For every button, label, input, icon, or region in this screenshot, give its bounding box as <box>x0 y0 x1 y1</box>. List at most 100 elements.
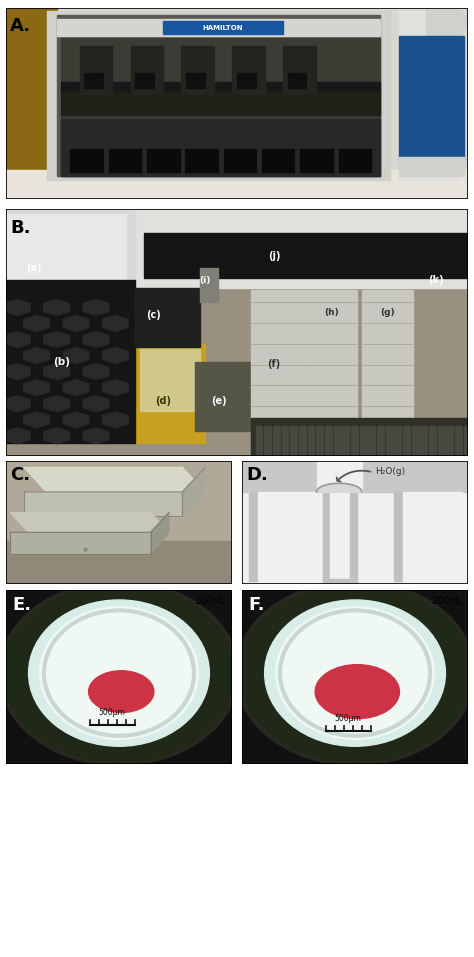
Text: C.: C. <box>10 466 30 484</box>
Bar <box>6 209 135 288</box>
Bar <box>6 280 135 443</box>
Bar <box>402 492 462 581</box>
Text: 100nL: 100nL <box>195 596 226 607</box>
Bar <box>323 579 357 583</box>
Bar <box>399 157 464 176</box>
Bar <box>80 46 112 94</box>
Bar <box>232 46 265 94</box>
Bar <box>61 92 381 115</box>
Bar <box>56 15 381 176</box>
Polygon shape <box>182 467 205 517</box>
Text: A.: A. <box>10 17 31 35</box>
Text: H₂O(g): H₂O(g) <box>375 467 406 476</box>
Bar <box>251 290 306 418</box>
Circle shape <box>235 581 474 766</box>
Polygon shape <box>10 532 151 554</box>
Bar <box>61 119 381 176</box>
Text: E.: E. <box>12 596 32 614</box>
Bar <box>411 426 419 456</box>
Bar <box>308 426 314 456</box>
Bar <box>84 73 103 88</box>
Bar <box>377 426 384 456</box>
Ellipse shape <box>276 607 434 740</box>
Circle shape <box>6 586 232 760</box>
Bar <box>368 426 375 456</box>
Text: (e): (e) <box>210 396 226 406</box>
Bar <box>464 426 471 456</box>
Bar <box>399 11 459 180</box>
Bar <box>438 426 445 456</box>
Bar <box>264 426 271 456</box>
Text: (h): (h) <box>325 308 339 317</box>
Text: 500μm: 500μm <box>335 714 362 723</box>
Ellipse shape <box>89 671 154 713</box>
Bar <box>251 418 468 456</box>
Polygon shape <box>24 467 205 492</box>
Bar <box>61 38 381 176</box>
Bar <box>299 426 306 456</box>
Text: HAMILTON: HAMILTON <box>203 25 244 31</box>
Bar <box>131 46 163 94</box>
Circle shape <box>242 586 468 760</box>
Bar <box>182 46 214 94</box>
Ellipse shape <box>264 600 446 746</box>
Bar <box>325 426 332 456</box>
Bar <box>6 541 232 584</box>
Bar <box>195 362 251 431</box>
Bar <box>135 345 205 443</box>
Bar <box>455 426 462 456</box>
Bar <box>242 461 468 492</box>
Circle shape <box>0 581 239 766</box>
Bar <box>403 426 410 456</box>
Bar <box>330 492 350 581</box>
Bar <box>317 461 362 492</box>
Bar <box>147 149 180 172</box>
Ellipse shape <box>28 600 210 746</box>
Text: B.: B. <box>10 218 31 236</box>
Bar <box>200 268 219 302</box>
Text: 500μm: 500μm <box>99 708 126 717</box>
Bar <box>447 426 453 456</box>
Bar <box>257 492 317 581</box>
Bar <box>283 46 316 94</box>
Bar <box>61 82 381 94</box>
Text: (f): (f) <box>267 359 281 369</box>
Bar <box>140 349 200 412</box>
Bar <box>301 149 333 172</box>
Bar <box>350 492 357 581</box>
Bar <box>6 170 468 199</box>
Bar <box>290 426 297 456</box>
Bar <box>288 73 306 88</box>
Bar <box>342 426 349 456</box>
Bar <box>71 149 103 172</box>
Bar <box>255 426 263 456</box>
Bar <box>135 73 154 88</box>
Bar <box>362 290 413 418</box>
Bar <box>393 492 402 581</box>
Polygon shape <box>317 483 362 492</box>
Text: (c): (c) <box>146 310 161 320</box>
Bar <box>185 149 218 172</box>
Text: (j): (j) <box>268 251 280 260</box>
Bar <box>47 11 390 180</box>
Text: (g): (g) <box>380 308 395 317</box>
Bar <box>248 492 257 581</box>
Bar <box>273 426 280 456</box>
Bar <box>282 426 289 456</box>
Ellipse shape <box>40 607 198 740</box>
Text: D.: D. <box>246 466 268 484</box>
Text: (i): (i) <box>199 276 210 285</box>
Bar <box>339 149 371 172</box>
Bar <box>351 426 358 456</box>
Polygon shape <box>24 492 182 517</box>
Bar <box>135 288 200 346</box>
Polygon shape <box>10 513 169 532</box>
Bar <box>237 73 255 88</box>
Bar <box>6 8 56 199</box>
Bar <box>386 426 392 456</box>
Polygon shape <box>427 4 468 42</box>
Bar <box>316 426 323 456</box>
Bar <box>6 213 126 282</box>
Text: (b): (b) <box>53 357 70 367</box>
Text: 200nL: 200nL <box>431 596 462 607</box>
